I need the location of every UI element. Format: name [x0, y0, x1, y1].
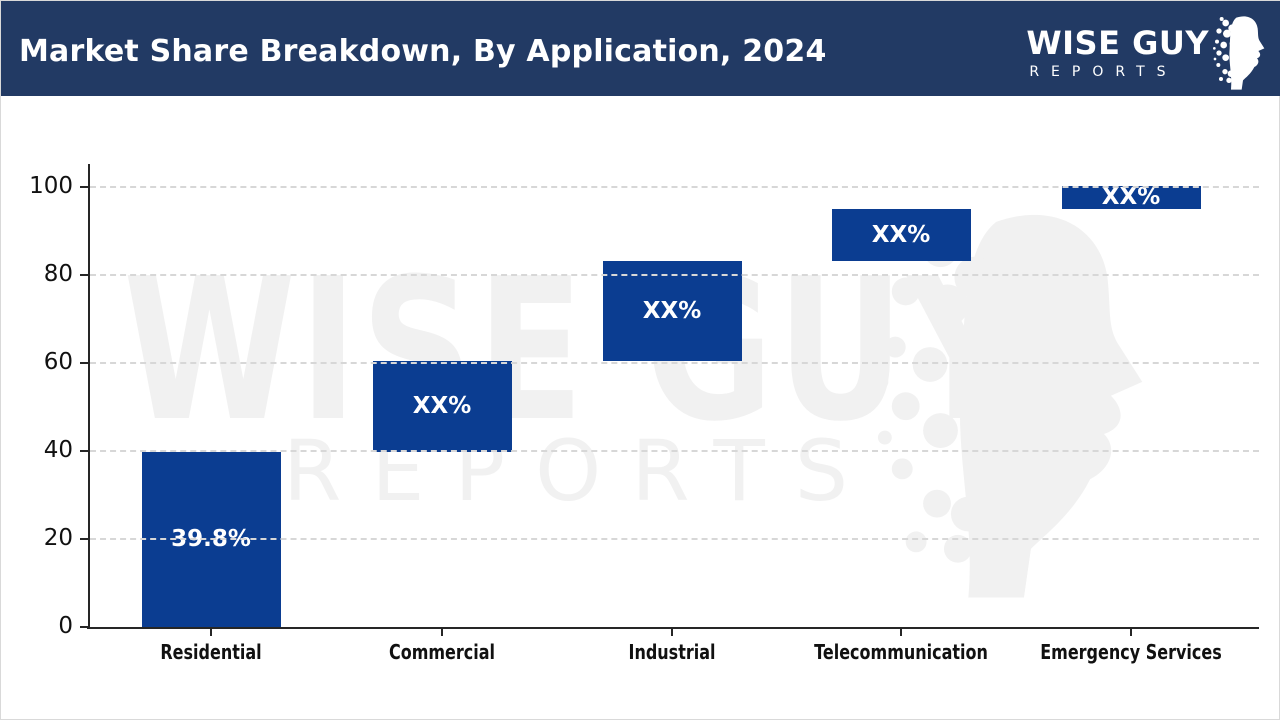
y-tick-mark-80 — [80, 274, 89, 276]
bar-commercial: XX% — [372, 360, 512, 452]
y-tick-label-80: 80 — [43, 261, 73, 287]
wise-guy-logo: WISE GUY REPORTS — [1026, 9, 1271, 91]
gridline-100 — [90, 186, 1259, 188]
category-label-4: Emergency Services — [1040, 640, 1222, 664]
x-axis-line — [87, 627, 1259, 629]
gridline-60 — [90, 362, 1259, 364]
x-tick-mark-0 — [210, 628, 212, 636]
logo-head-icon — [1213, 16, 1265, 90]
gridline-40 — [90, 450, 1259, 452]
x-tick-mark-3 — [900, 628, 902, 636]
watermark-wordmark: WISE GUY — [123, 237, 1025, 465]
y-axis-line — [88, 164, 90, 629]
gridline-80 — [90, 274, 1259, 276]
x-tick-mark-1 — [441, 628, 443, 636]
title-banner: Market Share Breakdown, By Application, … — [1, 1, 1280, 96]
y-tick-mark-0 — [80, 626, 89, 628]
bar-value-label: XX% — [1101, 184, 1161, 211]
gridline-20 — [90, 538, 1259, 540]
category-label-0: Residential — [160, 640, 262, 664]
x-tick-mark-2 — [671, 628, 673, 636]
y-tick-label-0: 0 — [58, 613, 73, 639]
y-tick-label-60: 60 — [43, 349, 73, 375]
bar-industrial: XX% — [602, 260, 742, 361]
x-tick-mark-4 — [1130, 628, 1132, 636]
category-label-3: Telecommunication — [814, 640, 988, 664]
y-tick-mark-40 — [80, 450, 89, 452]
y-tick-label-20: 20 — [43, 525, 73, 551]
category-label-1: Commercial — [388, 640, 496, 664]
bar-value-label: XX% — [412, 393, 472, 420]
y-tick-mark-100 — [80, 186, 89, 188]
y-tick-mark-60 — [80, 362, 89, 364]
watermark-head-icon — [874, 214, 1143, 598]
logo-wordmark: WISE GUY — [1026, 24, 1209, 62]
logo-text: WISE GUY REPORTS — [1026, 24, 1209, 80]
bar-value-label: XX% — [871, 221, 931, 248]
category-label-2: Industrial — [628, 640, 716, 664]
bar-emergency-services: XX% — [1061, 184, 1201, 211]
page-title: Market Share Breakdown, By Application, … — [19, 34, 827, 69]
bar-telecommunication: XX% — [831, 209, 971, 261]
y-tick-label-40: 40 — [43, 437, 73, 463]
y-tick-label-100: 100 — [29, 173, 73, 199]
logo-subtext: REPORTS — [1029, 63, 1178, 80]
bar-value-label: XX% — [642, 297, 702, 324]
y-tick-mark-20 — [80, 538, 89, 540]
